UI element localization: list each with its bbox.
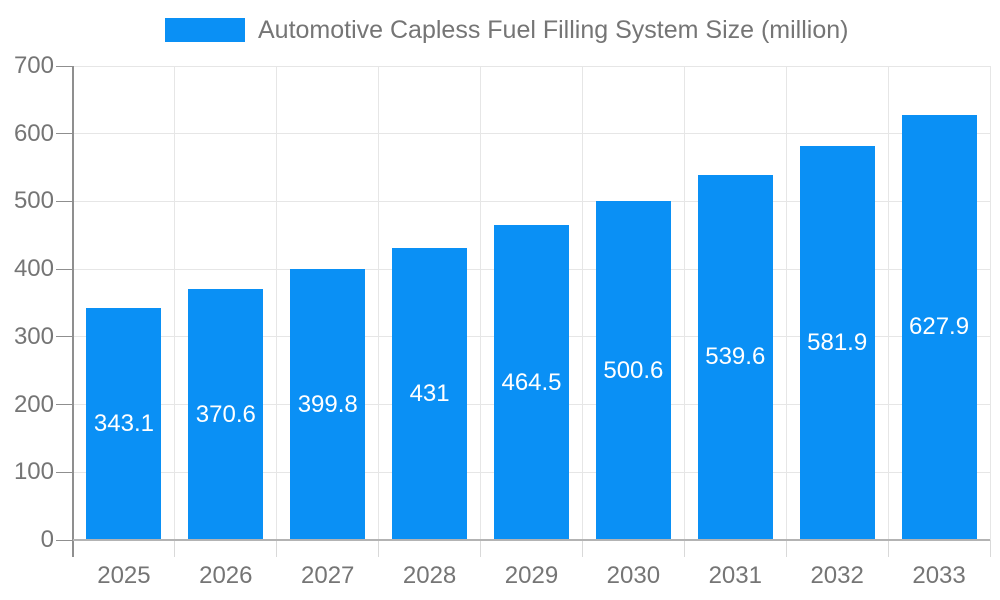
x-axis-tick bbox=[276, 540, 278, 557]
y-axis-label: 100 bbox=[13, 458, 54, 486]
y-axis-label: 400 bbox=[13, 255, 54, 283]
x-axis-tick bbox=[887, 540, 889, 557]
x-axis-line bbox=[73, 539, 990, 541]
x-axis-tick bbox=[785, 540, 787, 557]
bar-value-label: 370.6 bbox=[195, 400, 256, 428]
legend-item[interactable]: Automotive Capless Fuel Filling System S… bbox=[165, 15, 849, 44]
gridline-vertical bbox=[887, 66, 889, 540]
bar bbox=[697, 174, 773, 540]
y-axis-tick bbox=[56, 336, 73, 338]
y-axis-tick bbox=[56, 539, 73, 541]
bar bbox=[392, 248, 468, 540]
y-axis-label: 0 bbox=[40, 526, 54, 553]
bar bbox=[595, 201, 671, 540]
gridline-horizontal bbox=[73, 133, 990, 135]
x-axis-label: 2029 bbox=[504, 562, 559, 589]
bar bbox=[901, 114, 977, 540]
y-axis-line bbox=[72, 66, 74, 557]
y-axis-label: 300 bbox=[13, 322, 54, 350]
gridline-vertical bbox=[785, 66, 787, 540]
bar-value-label: 343.1 bbox=[93, 409, 154, 437]
gridline-horizontal bbox=[73, 200, 990, 202]
bar bbox=[494, 225, 569, 540]
y-axis-label: 200 bbox=[13, 390, 54, 418]
x-axis-label: 2033 bbox=[912, 562, 966, 589]
bar-value-label: 581.9 bbox=[807, 328, 868, 356]
x-axis-label: 2025 bbox=[97, 562, 151, 589]
x-axis-label: 2026 bbox=[199, 562, 253, 589]
y-axis-label: 500 bbox=[13, 187, 54, 215]
gridline-vertical bbox=[174, 66, 176, 540]
gridline-vertical bbox=[480, 66, 482, 540]
x-axis-label: 2031 bbox=[708, 562, 762, 589]
gridline-vertical bbox=[989, 66, 991, 540]
y-axis-tick bbox=[56, 200, 73, 202]
x-axis-label: 2028 bbox=[402, 562, 457, 589]
legend-label: Automotive Capless Fuel Filling System S… bbox=[258, 15, 849, 44]
x-axis-tick bbox=[378, 540, 380, 557]
y-axis-tick bbox=[56, 133, 73, 135]
x-axis-tick bbox=[989, 540, 991, 557]
x-axis-tick bbox=[480, 540, 482, 557]
x-axis-label: 2027 bbox=[301, 562, 355, 589]
bar bbox=[86, 307, 162, 540]
bar bbox=[188, 289, 264, 540]
bar-value-label: 539.6 bbox=[705, 343, 766, 371]
bar-value-label: 500.6 bbox=[603, 356, 664, 384]
bar bbox=[290, 269, 366, 540]
bar-value-label: 399.8 bbox=[297, 390, 358, 418]
y-axis-tick bbox=[56, 471, 73, 473]
gridline-vertical bbox=[378, 66, 380, 540]
gridline-horizontal bbox=[73, 65, 990, 67]
gridline-vertical bbox=[276, 66, 278, 540]
gridline-vertical bbox=[581, 66, 583, 540]
x-axis-label: 2032 bbox=[810, 562, 864, 589]
y-axis-tick bbox=[56, 268, 73, 270]
y-axis-tick bbox=[56, 65, 73, 67]
legend-swatch bbox=[165, 18, 245, 42]
bar-value-label: 464.5 bbox=[501, 368, 562, 396]
x-axis-tick bbox=[581, 540, 583, 557]
bar-value-label: 431 bbox=[409, 380, 450, 408]
y-axis-tick bbox=[56, 404, 73, 406]
x-axis-tick bbox=[174, 540, 176, 557]
y-axis-label: 600 bbox=[13, 119, 54, 147]
bar-value-label: 627.9 bbox=[909, 313, 970, 341]
y-axis-label: 700 bbox=[13, 52, 54, 79]
bar bbox=[799, 145, 875, 540]
x-axis-tick bbox=[683, 540, 685, 557]
gridline-vertical bbox=[683, 66, 685, 540]
x-axis-label: 2030 bbox=[606, 562, 661, 589]
